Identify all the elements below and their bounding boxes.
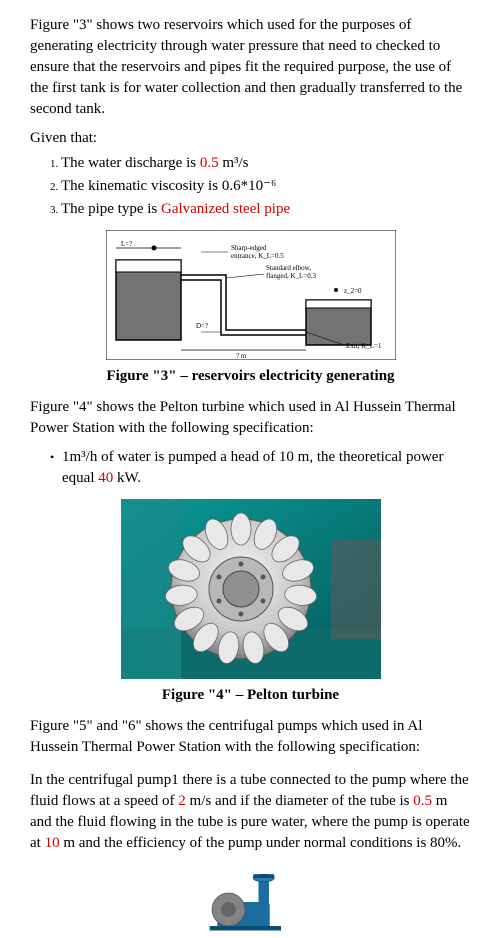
svg-text:Sharp-edged: Sharp-edged bbox=[231, 244, 267, 252]
given-1-prefix: The water discharge is bbox=[61, 155, 200, 171]
figure-3-container: L=? Sharp-edged entrance, K_L=0.5 Standa… bbox=[30, 230, 471, 360]
svg-text:Standard elbow,: Standard elbow, bbox=[266, 264, 311, 272]
pump1-t2: m/s and if the diameter of the tube is bbox=[190, 793, 414, 809]
spec4-value: 40 bbox=[98, 470, 117, 486]
pump1-paragraph: In the centrifugal pump1 there is a tube… bbox=[30, 770, 471, 854]
svg-text:L=?: L=? bbox=[121, 240, 132, 248]
svg-text:entrance, K_L=0.5: entrance, K_L=0.5 bbox=[231, 252, 284, 260]
given-item-3: The pipe type is Galvanized steel pipe bbox=[50, 199, 471, 220]
figure-4-caption: Figure "4" – Pelton turbine bbox=[30, 685, 471, 706]
figure-3-diagram: L=? Sharp-edged entrance, K_L=0.5 Standa… bbox=[106, 230, 396, 360]
svg-text:? m: ? m bbox=[236, 352, 247, 360]
pump1-t4: m and the efficiency of the pump under n… bbox=[63, 835, 461, 851]
figure-4-intro: Figure "4" shows the Pelton turbine whic… bbox=[30, 397, 471, 439]
given-that-label: Given that: bbox=[30, 128, 471, 149]
intro-paragraph: Figure "3" shows two reservoirs which us… bbox=[30, 15, 471, 120]
svg-text:z_2=0: z_2=0 bbox=[344, 287, 362, 295]
spec4-suffix: kW. bbox=[117, 470, 141, 486]
given-3-prefix: The pipe type is bbox=[61, 201, 161, 217]
figure-4-container bbox=[30, 499, 471, 679]
svg-text:flanged, K_L=0.3: flanged, K_L=0.3 bbox=[266, 272, 317, 280]
figure-4-spec-list: 1m³/h of water is pumped a head of 10 m,… bbox=[30, 447, 471, 489]
figure-5-container bbox=[30, 872, 471, 932]
svg-text:Exit, K_L=1: Exit, K_L=1 bbox=[346, 342, 382, 350]
figure-4-photo bbox=[121, 499, 381, 679]
svg-text:D=?: D=? bbox=[196, 322, 208, 330]
pump1-r3: 10 bbox=[45, 835, 64, 851]
given-1-unit: m³/s bbox=[222, 155, 248, 171]
given-2-prefix: The kinematic viscosity is bbox=[61, 178, 222, 194]
figure-5-6-intro: Figure "5" and "6" shows the centrifugal… bbox=[30, 716, 471, 758]
given-3-value: Galvanized steel bbox=[161, 201, 261, 217]
given-1-value: 0.5 bbox=[200, 155, 223, 171]
given-item-1: The water discharge is 0.5 m³/s bbox=[50, 153, 471, 174]
given-list: The water discharge is 0.5 m³/s The kine… bbox=[30, 153, 471, 220]
given-3-suffix: pipe bbox=[261, 201, 291, 217]
figure-3-caption: Figure "3" – reservoirs electricity gene… bbox=[30, 366, 471, 387]
pump1-r2: 0.5 bbox=[413, 793, 436, 809]
given-item-2: The kinematic viscosity is 0.6*10⁻⁶ bbox=[50, 176, 471, 197]
figure-4-spec-item: 1m³/h of water is pumped a head of 10 m,… bbox=[50, 447, 471, 489]
figure-5-photo bbox=[166, 872, 336, 932]
given-2-value: 0.6*10⁻⁶ bbox=[222, 178, 276, 194]
pump1-r1: 2 bbox=[178, 793, 189, 809]
